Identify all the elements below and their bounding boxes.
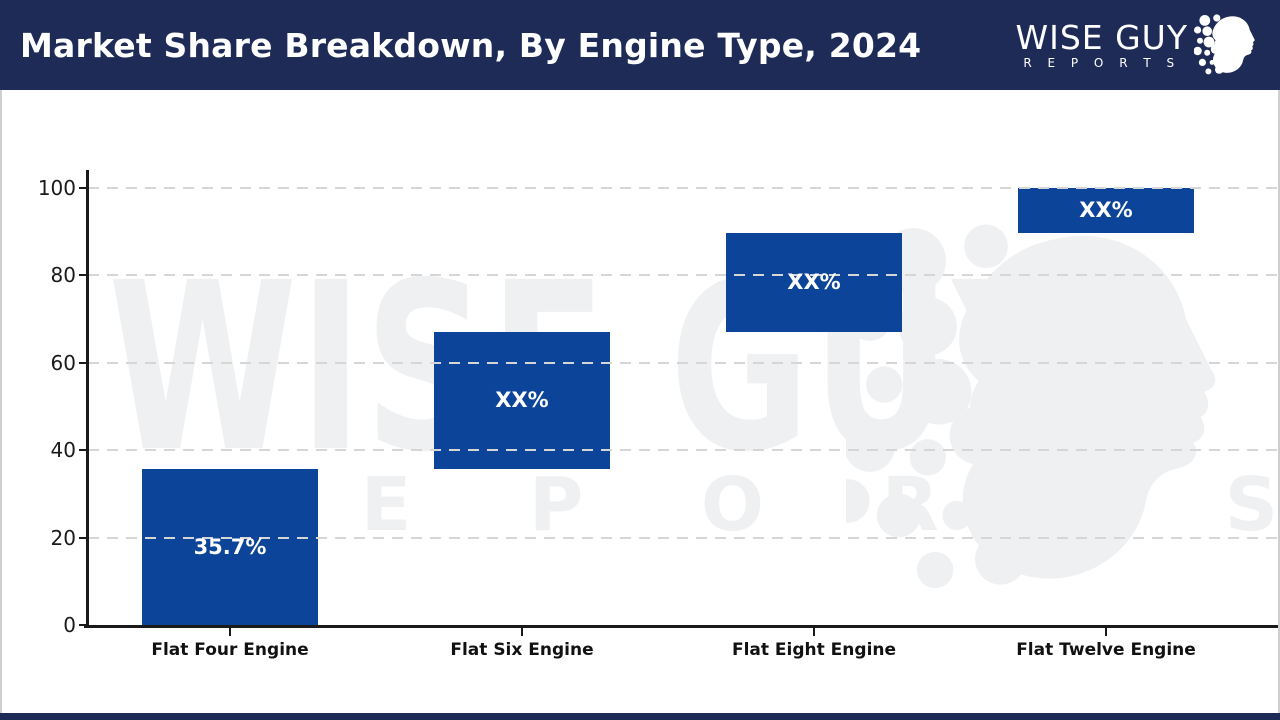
gridline bbox=[88, 449, 1278, 451]
bar-value-label: XX% bbox=[787, 270, 841, 295]
brand-head-icon bbox=[1194, 14, 1255, 75]
bar-value-label: XX% bbox=[495, 388, 549, 413]
watermark-head-icon bbox=[846, 224, 1216, 589]
x-tick-label: Flat Twelve Engine bbox=[1016, 640, 1196, 660]
gridline bbox=[88, 186, 1278, 189]
x-axis-line bbox=[84, 625, 1278, 628]
gridline bbox=[88, 274, 1278, 276]
gridline bbox=[88, 536, 1278, 539]
y-tick-mark bbox=[79, 274, 86, 276]
bar-value-label: XX% bbox=[1079, 198, 1133, 223]
brand-tagline: R E P O R T S bbox=[1023, 56, 1181, 70]
x-tick-label: Flat Four Engine bbox=[151, 640, 309, 660]
x-tick-label: Flat Six Engine bbox=[450, 640, 594, 660]
page-title: Market Share Breakdown, By Engine Type, … bbox=[20, 25, 922, 65]
brand-text: WISE GUY R E P O R T S bbox=[1015, 21, 1188, 69]
footer-bar bbox=[0, 713, 1280, 720]
x-tick-mark bbox=[813, 628, 815, 636]
gridline bbox=[88, 361, 1278, 364]
y-tick-label: 0 bbox=[63, 613, 76, 637]
y-tick-mark bbox=[79, 536, 86, 539]
header-bar: Market Share Breakdown, By Engine Type, … bbox=[0, 0, 1280, 90]
bar-segment bbox=[434, 331, 610, 469]
x-tick-mark bbox=[1105, 628, 1107, 636]
bar-segment bbox=[1018, 187, 1194, 233]
x-tick-label: Flat Eight Engine bbox=[731, 640, 897, 660]
y-tick-mark bbox=[79, 449, 86, 451]
y-tick-mark bbox=[79, 186, 86, 189]
x-tick-mark bbox=[521, 628, 523, 636]
bar-segment bbox=[142, 468, 318, 625]
brand-logo: WISE GUY R E P O R T S bbox=[1015, 0, 1266, 90]
y-tick-label: 60 bbox=[50, 350, 76, 375]
x-tick-mark bbox=[229, 628, 231, 636]
y-tick-label: 80 bbox=[50, 263, 76, 287]
y-tick-mark bbox=[79, 624, 86, 626]
y-axis-line bbox=[86, 170, 89, 628]
y-tick-label: 40 bbox=[50, 438, 76, 462]
y-tick-label: 20 bbox=[50, 525, 76, 550]
brand-wordmark: WISE GUY bbox=[1015, 18, 1188, 57]
bar-segment bbox=[726, 232, 902, 332]
y-tick-mark bbox=[79, 361, 86, 364]
bar-value-label: 35.7% bbox=[193, 534, 267, 559]
y-tick-label: 100 bbox=[37, 175, 76, 200]
